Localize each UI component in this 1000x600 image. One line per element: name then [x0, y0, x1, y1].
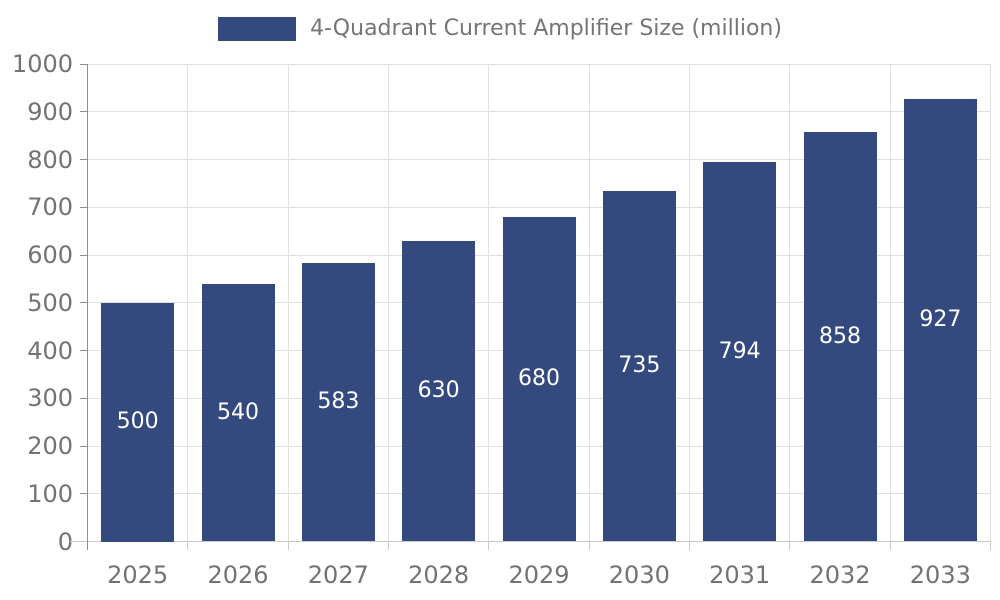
y-axis-tick	[79, 63, 88, 65]
x-axis-tick	[689, 541, 690, 550]
gridline-vertical	[689, 64, 690, 542]
y-axis-tick	[79, 111, 88, 113]
gridline-horizontal	[87, 63, 991, 65]
bar-2033[interactable]	[903, 98, 977, 542]
y-axis-tick	[79, 445, 88, 447]
gridline-vertical	[187, 64, 189, 542]
bar-2030[interactable]	[602, 190, 676, 542]
y-axis-tick	[79, 302, 88, 304]
gridline-horizontal	[87, 206, 991, 208]
x-axis-label: 2030	[608, 560, 670, 589]
y-axis-label: 300	[27, 384, 73, 413]
x-axis-tick	[488, 541, 490, 550]
x-axis-label: 2027	[307, 560, 369, 589]
y-axis-label: 400	[27, 336, 73, 365]
bar-2026[interactable]	[201, 283, 275, 542]
x-axis-line	[69, 541, 991, 542]
bar-2029[interactable]	[502, 216, 576, 542]
gridline-vertical	[889, 64, 891, 542]
x-axis-tick	[388, 541, 389, 550]
legend-swatch	[218, 17, 297, 41]
y-axis-tick	[79, 350, 88, 351]
x-axis-label: 2033	[909, 560, 971, 589]
y-axis-tick	[79, 206, 88, 208]
bar-2027[interactable]	[301, 263, 375, 542]
legend-item[interactable]: 4-Quadrant Current Amplifier Size (milli…	[0, 16, 1000, 42]
bar-2028[interactable]	[402, 240, 476, 542]
y-axis-tick	[79, 397, 88, 399]
legend-label: 4-Quadrant Current Amplifier Size (milli…	[310, 16, 782, 41]
x-axis-tick	[990, 541, 991, 550]
gridline-vertical	[488, 64, 490, 542]
x-axis-tick	[187, 541, 189, 550]
y-axis-label: 200	[27, 432, 73, 460]
x-axis-label: 2031	[709, 560, 771, 589]
x-axis-tick	[889, 541, 891, 550]
gridline-vertical	[789, 64, 791, 542]
y-axis-line	[86, 64, 88, 550]
y-axis-label: 900	[27, 97, 73, 126]
y-axis-tick	[79, 493, 88, 495]
x-axis-tick	[588, 541, 590, 550]
gridline-horizontal	[87, 111, 991, 113]
bar-2032[interactable]	[803, 131, 877, 542]
x-axis-tick	[789, 541, 791, 550]
gridline-vertical	[588, 64, 590, 542]
y-axis-label: 800	[27, 145, 73, 174]
x-axis-label: 2025	[107, 560, 169, 589]
x-axis-label: 2026	[207, 560, 269, 589]
gridline-vertical	[287, 64, 289, 542]
y-axis-label: 1000	[11, 50, 73, 78]
y-axis-tick	[79, 254, 88, 256]
y-axis-label: 700	[27, 193, 73, 222]
gridline-vertical	[388, 64, 389, 542]
y-axis-label: 500	[27, 288, 73, 317]
x-axis-label: 2028	[408, 560, 470, 589]
bar-2025[interactable]	[101, 302, 175, 542]
x-axis-label: 2029	[508, 560, 570, 589]
y-axis-tick	[79, 159, 88, 160]
y-axis-label: 0	[57, 527, 73, 556]
x-axis-tick	[287, 541, 289, 550]
bar-2031[interactable]	[703, 162, 777, 542]
gridline-horizontal	[87, 159, 991, 160]
y-axis-label: 600	[27, 241, 73, 269]
x-axis-label: 2032	[809, 560, 871, 589]
gridline-vertical	[990, 64, 991, 542]
y-axis-label: 100	[27, 479, 73, 508]
